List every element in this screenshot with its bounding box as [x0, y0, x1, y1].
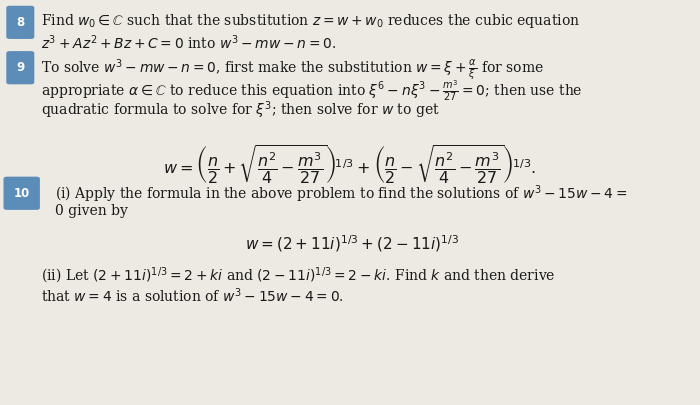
- Text: $z^3 + Az^2 + Bz + C = 0$ into $w^3 - mw - n = 0$.: $z^3 + Az^2 + Bz + C = 0$ into $w^3 - mw…: [41, 33, 336, 52]
- Text: appropriate $\alpha \in \mathbb{C}$ to reduce this equation into $\xi^6 - n\xi^3: appropriate $\alpha \in \mathbb{C}$ to r…: [41, 79, 582, 103]
- FancyBboxPatch shape: [6, 6, 34, 39]
- Text: To solve $w^3 - mw - n = 0$, first make the substitution $w = \xi + \frac{\alpha: To solve $w^3 - mw - n = 0$, first make …: [41, 58, 544, 83]
- Text: $w = \left(\dfrac{n}{2} + \sqrt{\dfrac{n^2}{4} - \dfrac{m^3}{27}}\right)^{\!1/3}: $w = \left(\dfrac{n}{2} + \sqrt{\dfrac{n…: [163, 143, 537, 185]
- Text: 0 given by: 0 given by: [55, 204, 127, 218]
- FancyBboxPatch shape: [6, 51, 34, 84]
- Text: 10: 10: [13, 187, 30, 200]
- Text: 8: 8: [16, 16, 25, 29]
- Text: (ii) Let $(2 + 11i)^{1/3} = 2 + ki$ and $(2 - 11i)^{1/3} = 2 - ki$. Find $k$ and: (ii) Let $(2 + 11i)^{1/3} = 2 + ki$ and …: [41, 265, 555, 286]
- Text: quadratic formula to solve for $\xi^3$; then solve for $w$ to get: quadratic formula to solve for $\xi^3$; …: [41, 100, 440, 121]
- Text: that $w = 4$ is a solution of $w^3 - 15w - 4 = 0$.: that $w = 4$ is a solution of $w^3 - 15w…: [41, 286, 344, 305]
- FancyBboxPatch shape: [4, 177, 40, 210]
- Text: 9: 9: [16, 61, 25, 74]
- Text: $w = (2 + 11i)^{1/3} + (2 - 11i)^{1/3}$: $w = (2 + 11i)^{1/3} + (2 - 11i)^{1/3}$: [245, 233, 459, 254]
- Text: (i) Apply the formula in the above problem to find the solutions of $w^3-15w-4=$: (i) Apply the formula in the above probl…: [55, 183, 627, 205]
- Text: Find $w_0 \in \mathbb{C}$ such that the substitution $z = w + w_0$ reduces the c: Find $w_0 \in \mathbb{C}$ such that the …: [41, 12, 580, 30]
